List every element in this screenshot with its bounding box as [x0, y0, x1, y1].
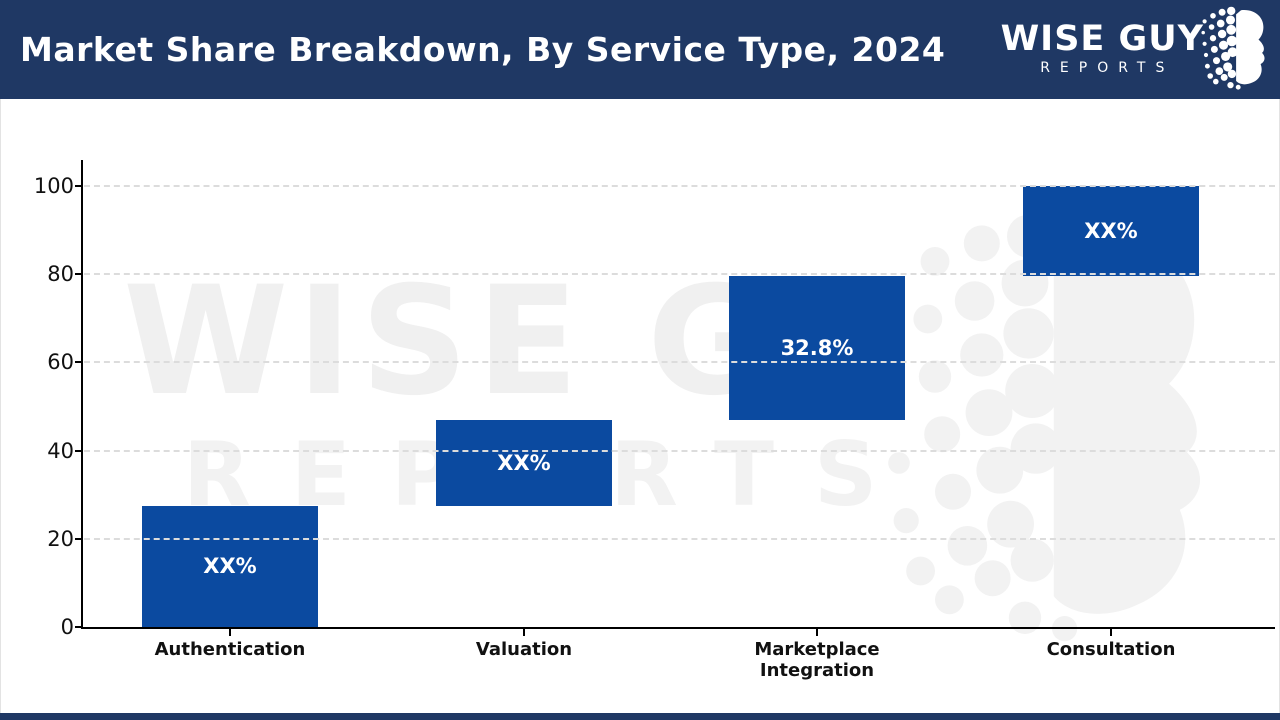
x-axis-line — [81, 627, 1275, 629]
y-tick-80 — [75, 273, 83, 276]
y-tick-label-0: 0 — [60, 615, 74, 639]
page-title: Market Share Breakdown, By Service Type,… — [20, 30, 946, 69]
y-tick-label-20: 20 — [47, 526, 74, 551]
brand-text: WISE GUY REPORTS — [1001, 20, 1204, 76]
y-axis-line — [81, 160, 83, 629]
y-tick-label-60: 60 — [47, 350, 74, 375]
gridline-y-80 — [84, 273, 1275, 276]
y-tick-label-100: 100 — [33, 174, 74, 198]
bar-value-label: XX% — [203, 554, 257, 579]
y-tick-20 — [75, 537, 83, 540]
gridline-y-60 — [84, 361, 1275, 364]
y-tick-60 — [75, 361, 83, 364]
bar-marketplace-integration: 32.8% — [729, 275, 905, 421]
header-bar: Market Share Breakdown, By Service Type,… — [0, 0, 1280, 99]
x-tick-authentication — [229, 629, 231, 636]
bar-consultation: XX% — [1023, 186, 1199, 276]
gridline-y-20 — [84, 537, 1275, 540]
y-tick-100 — [75, 185, 83, 187]
y-tick-0 — [75, 626, 83, 628]
bar-value-label: XX% — [497, 450, 551, 475]
x-label-authentication: Authentication — [154, 639, 306, 660]
x-tick-consultation — [1110, 629, 1112, 636]
brand-logo: WISE GUY REPORTS — [1001, 6, 1270, 90]
y-tick-label-80: 80 — [47, 262, 74, 287]
bar-authentication: XX% — [142, 505, 318, 627]
bar-value-label: 32.8% — [780, 335, 854, 360]
x-tick-valuation — [523, 629, 525, 636]
brand-wordmark: WISE GUY — [1000, 19, 1204, 60]
gridline-y-40 — [84, 449, 1275, 452]
x-tick-marketplace-integration — [816, 629, 818, 636]
brand-subtext: REPORTS — [1040, 59, 1175, 76]
footer-strip — [0, 713, 1280, 720]
x-label-marketplace-integration: Marketplace Integration — [754, 639, 880, 681]
bar-valuation: XX% — [436, 420, 612, 506]
gridline-y-100 — [84, 185, 1275, 187]
y-tick-label-40: 40 — [47, 438, 74, 463]
x-label-valuation: Valuation — [475, 639, 573, 660]
bar-value-label: XX% — [1084, 218, 1138, 243]
y-tick-40 — [75, 449, 83, 452]
x-label-consultation: Consultation — [1046, 639, 1176, 660]
